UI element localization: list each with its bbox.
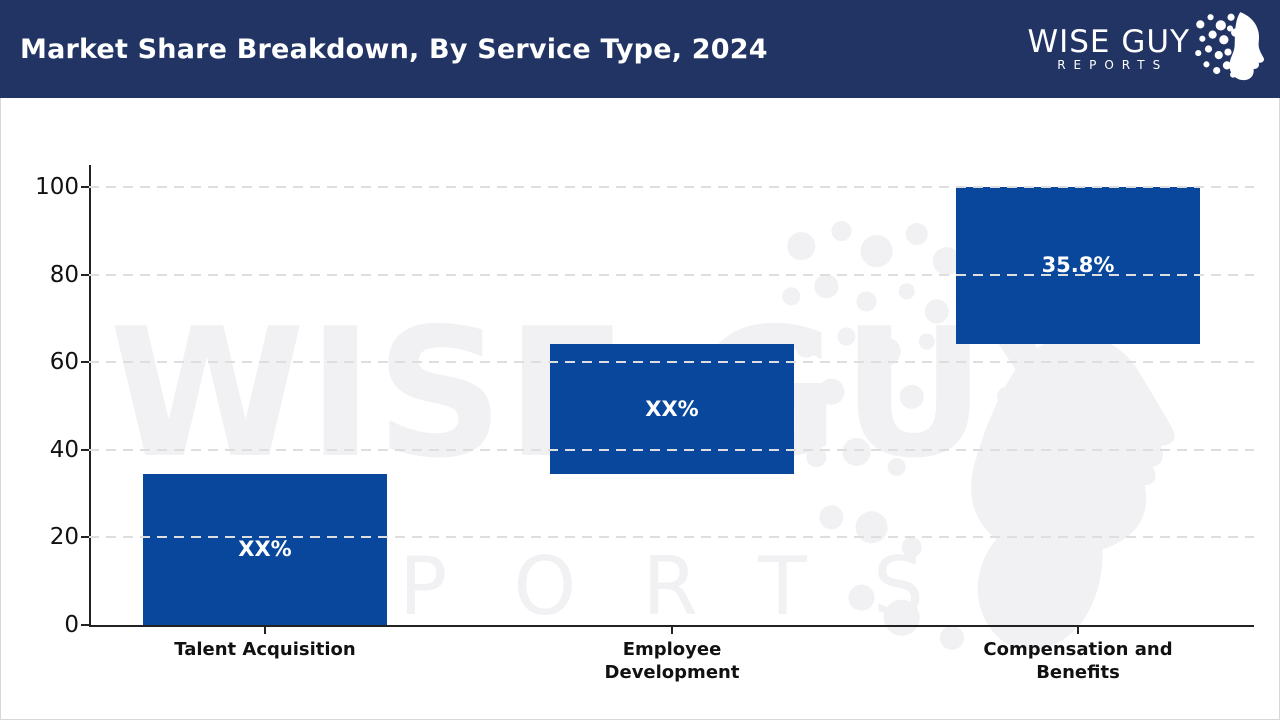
y-tick-mark [81,361,89,364]
gridline [89,536,1254,539]
y-tick-label: 100 [35,173,79,200]
bar-value-label: 35.8% [1041,253,1115,278]
chart-bar: XX% [550,343,794,474]
y-tick-mark [81,624,89,626]
y-axis [89,165,91,627]
bar-value-label: XX% [238,537,292,562]
wise-guy-logo: WISE GUY REPORTS [1027,8,1266,90]
gridline [89,185,1254,188]
x-tick-mark [1077,625,1079,634]
y-tick-label: 60 [49,349,79,376]
page-title: Market Share Breakdown, By Service Type,… [20,33,768,65]
y-tick-mark [81,185,89,188]
x-tick-mark [671,625,673,634]
header-bar: Market Share Breakdown, By Service Type,… [0,0,1280,98]
y-tick-label: 0 [64,612,79,638]
y-tick-label: 40 [49,436,79,463]
x-category-label: Talent Acquisition [174,639,356,660]
gridline [89,361,1254,364]
gridline [89,448,1254,451]
logo-subtitle: REPORTS [1057,58,1169,73]
x-category-label: Compensation and Benefits [983,639,1173,683]
x-category-label: Employee Development [604,639,740,683]
y-tick-label: 20 [49,524,79,551]
gridline [89,273,1254,276]
bar-value-label: XX% [645,396,699,421]
chart-bar: XX% [143,473,387,625]
y-tick-mark [81,536,89,539]
logo-wordmark: WISE GUY [1027,24,1190,61]
y-tick-mark [81,273,89,276]
y-tick-label: 80 [49,261,79,288]
chart-card: WISE GUY REPORTS 0 20 40 60 80 100 XX% Talent A… [0,98,1280,720]
y-tick-mark [81,448,89,451]
logo-text: WISE GUY REPORTS [1027,25,1190,72]
x-tick-mark [264,625,266,634]
chart-bar: 35.8% [956,186,1200,344]
logo-face-icon [1195,12,1265,81]
